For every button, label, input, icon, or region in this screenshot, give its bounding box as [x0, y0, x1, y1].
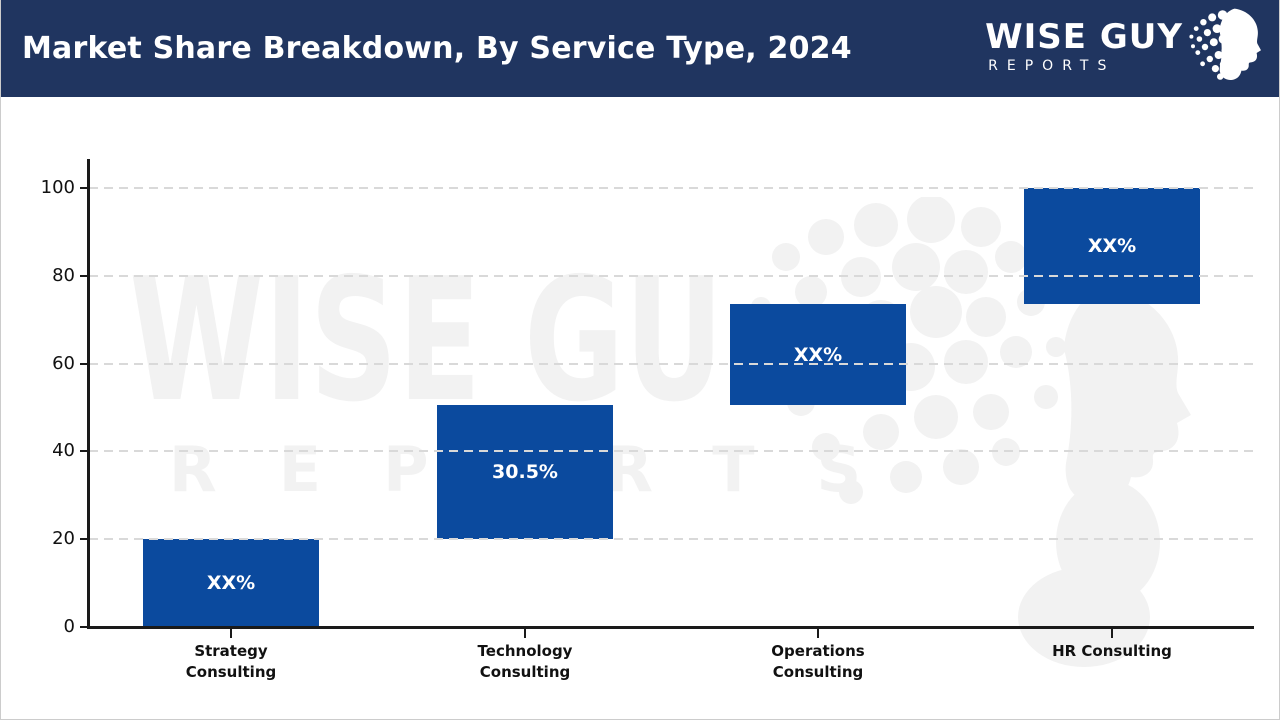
watermark-wordmark: WISE GU — [129, 242, 724, 440]
y-axis-line — [87, 159, 90, 629]
chart-title: Market Share Breakdown, By Service Type,… — [22, 31, 852, 66]
bar-strategy-consulting: XX% — [143, 539, 319, 627]
bar-hr-consulting: XX% — [1024, 188, 1200, 305]
y-tick-mark — [80, 450, 88, 453]
header-bar: Market Share Breakdown, By Service Type,… — [1, 0, 1279, 97]
bar-operations-consulting: XX% — [730, 304, 906, 406]
bar-value-label: XX% — [206, 572, 256, 595]
y-tick-mark — [80, 362, 88, 365]
y-tick-label-40: 40 — [52, 440, 75, 462]
y-tick-mark — [80, 626, 88, 628]
wise-guy-logo: WISE GUY REPORTS — [985, 6, 1265, 88]
y-tick-label-20: 20 — [52, 528, 75, 550]
logo-subtitle-text: REPORTS — [988, 57, 1116, 74]
bar-technology-consulting: 30.5% — [437, 405, 613, 540]
x-category-label-2: Technology Consulting — [477, 642, 573, 681]
gridline-y40 — [89, 450, 1254, 453]
x-tick-mark — [1111, 629, 1113, 638]
x-axis-line — [87, 626, 1254, 629]
y-tick-label-80: 80 — [52, 264, 75, 286]
bar-value-label: XX% — [793, 343, 843, 366]
x-category-label-1: Strategy Consulting — [185, 642, 277, 681]
logo-title-text: WISE GUY — [985, 17, 1183, 58]
gridline-y20 — [89, 538, 1254, 541]
x-tick-mark — [524, 629, 526, 638]
y-tick-mark — [80, 187, 88, 189]
x-tick-mark — [817, 629, 819, 638]
y-tick-mark — [80, 538, 88, 541]
plot-area: WISE GU REPORTS XX%30.5%XX%XX% 0 — [1, 97, 1279, 719]
x-category-label-4: HR Consulting — [1052, 642, 1172, 660]
gridline-y80 — [89, 274, 1254, 277]
x-tick-mark — [230, 629, 232, 638]
logo-wordmark: WISE GUY REPORTS — [985, 17, 1183, 74]
bar-value-label: 30.5% — [492, 461, 558, 484]
y-tick-label-0: 0 — [63, 616, 75, 637]
x-category-label-3: Operations Consulting — [771, 642, 865, 681]
head-profile-icon — [1189, 8, 1261, 81]
y-tick-label-60: 60 — [52, 352, 75, 374]
gridline-y100 — [89, 187, 1254, 189]
y-tick-mark — [80, 274, 88, 277]
y-tick-label-100: 100 — [40, 177, 75, 198]
gridline-y60 — [89, 362, 1254, 365]
bar-value-label: XX% — [1087, 235, 1137, 258]
